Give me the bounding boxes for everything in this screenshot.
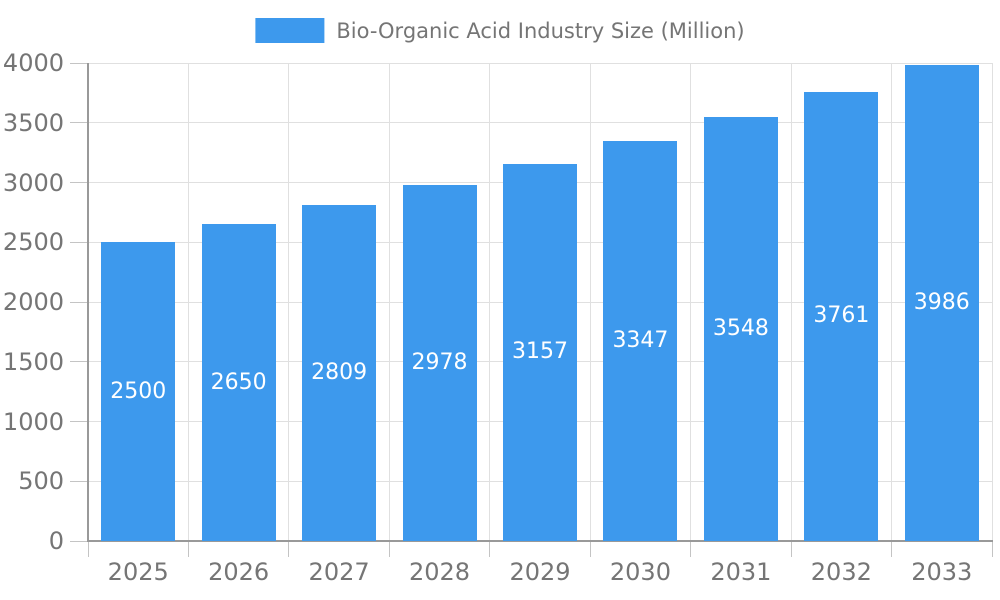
- y-axis-tick: [70, 361, 88, 363]
- y-axis-tick: [70, 122, 88, 124]
- legend-item[interactable]: Bio-Organic Acid Industry Size (Million): [255, 18, 745, 43]
- x-axis-label: 2032: [810, 558, 872, 586]
- bar[interactable]: [703, 117, 778, 541]
- bar[interactable]: [603, 141, 678, 541]
- x-axis-tick: [891, 541, 893, 557]
- bar[interactable]: [101, 242, 176, 541]
- bar[interactable]: [503, 163, 577, 541]
- y-axis-label: 3000: [2, 168, 64, 197]
- bar[interactable]: [402, 185, 477, 541]
- y-axis-tick: [70, 421, 88, 422]
- x-gridline: [991, 63, 993, 541]
- x-axis-tick: [790, 541, 792, 557]
- x-axis-label: 2030: [609, 558, 671, 586]
- x-gridline: [187, 63, 189, 541]
- y-axis-tick: [70, 301, 88, 303]
- x-gridline: [388, 63, 390, 541]
- y-axis-label: 1500: [2, 347, 64, 376]
- x-gridline: [790, 63, 792, 541]
- y-axis-tick: [70, 182, 88, 183]
- x-axis-tick: [288, 541, 290, 557]
- legend-swatch: [255, 18, 325, 43]
- y-axis-tick: [70, 62, 88, 64]
- y-axis-tick: [70, 241, 88, 243]
- y-axis-label: 500: [18, 467, 64, 496]
- x-axis-tick: [690, 541, 692, 557]
- x-axis-tick: [388, 541, 390, 557]
- x-axis-label: 2028: [409, 558, 471, 586]
- legend-label: Bio-Organic Acid Industry Size (Million): [336, 18, 745, 43]
- x-axis-label: 2025: [107, 558, 169, 586]
- y-axis-tick: [70, 480, 88, 482]
- bar[interactable]: [804, 91, 879, 541]
- y-axis-label: 1000: [2, 407, 64, 436]
- x-axis-label: 2029: [509, 558, 571, 586]
- x-axis-label: 2033: [911, 558, 973, 586]
- x-gridline: [891, 63, 893, 541]
- x-axis-tick: [589, 541, 591, 557]
- x-gridline: [589, 63, 591, 541]
- x-axis-label: 2027: [308, 558, 370, 586]
- bar[interactable]: [904, 64, 979, 541]
- x-axis-tick: [87, 541, 89, 557]
- y-axis-label: 0: [48, 527, 64, 555]
- y-axis-tick: [70, 540, 88, 542]
- x-axis-label: 2026: [208, 558, 270, 586]
- x-gridline: [690, 63, 692, 541]
- x-axis-tick: [489, 541, 491, 557]
- y-axis-label: 3500: [2, 108, 64, 137]
- x-gridline: [288, 63, 290, 541]
- bar[interactable]: [201, 224, 276, 541]
- y-gridline: [88, 62, 992, 64]
- x-axis-label: 2031: [710, 558, 772, 586]
- y-gridline: [88, 122, 992, 124]
- x-axis-tick: [991, 541, 993, 557]
- x-gridline: [489, 63, 491, 541]
- bar[interactable]: [302, 205, 377, 541]
- y-axis-label: 4000: [2, 49, 64, 77]
- x-axis-line: [87, 540, 993, 542]
- y-axis-line: [87, 63, 89, 541]
- x-axis-tick: [187, 541, 189, 557]
- y-axis-label: 2000: [2, 288, 64, 316]
- y-axis-label: 2500: [2, 228, 64, 257]
